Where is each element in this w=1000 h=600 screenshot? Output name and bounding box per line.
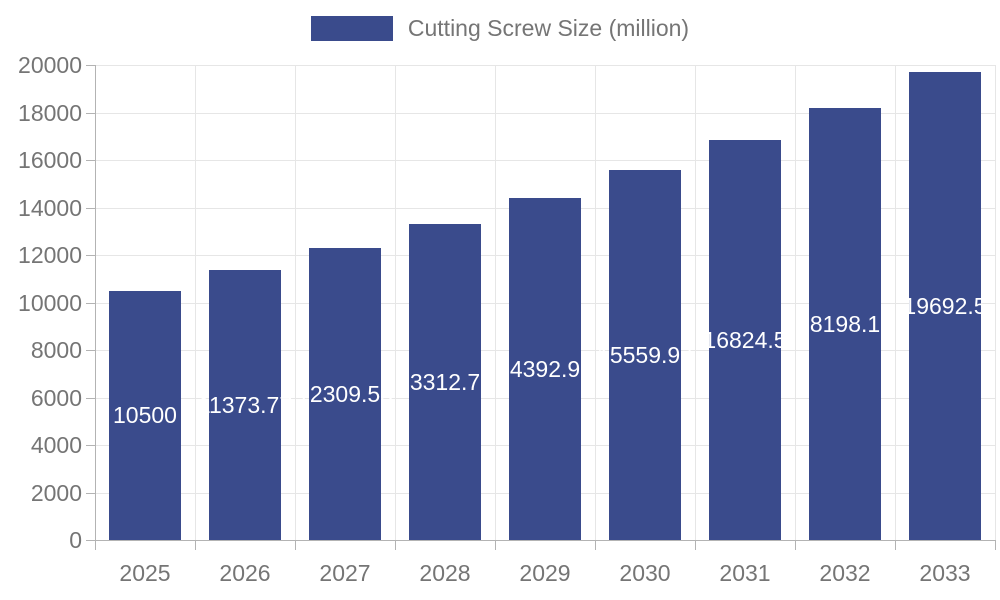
x-axis-label: 2029	[519, 560, 571, 586]
gridline-vertical	[995, 65, 996, 540]
x-axis-tick	[695, 540, 696, 550]
legend-swatch	[310, 16, 393, 41]
y-axis-tick	[86, 65, 95, 66]
x-axis-label: 2025	[119, 560, 171, 586]
gridline-vertical	[195, 65, 196, 540]
bar[interactable]	[509, 198, 581, 540]
y-axis-tick	[86, 112, 95, 114]
y-axis-tick	[86, 397, 95, 399]
bar[interactable]	[909, 72, 981, 540]
x-axis-label: 2027	[319, 560, 371, 586]
y-axis-label: 16000	[18, 147, 82, 173]
x-axis-label: 2026	[219, 560, 271, 586]
y-axis-label: 4000	[30, 432, 82, 458]
x-axis-tick	[895, 540, 896, 550]
x-axis-label: 2032	[819, 560, 871, 586]
y-axis-line	[95, 65, 96, 550]
y-axis-label: 18000	[18, 99, 82, 126]
gridline-vertical	[795, 65, 796, 540]
y-axis-label: 2000	[30, 479, 82, 506]
y-axis-label: 20000	[18, 52, 82, 78]
legend-label: Cutting Screw Size (million)	[407, 15, 690, 41]
y-axis-label: 0	[69, 527, 82, 553]
bar[interactable]	[809, 107, 881, 540]
gridline-vertical	[295, 65, 296, 540]
y-axis-label: 10000	[18, 289, 82, 316]
gridline-vertical	[395, 65, 396, 540]
y-axis-tick	[86, 350, 95, 351]
bar[interactable]	[209, 269, 281, 540]
x-axis-tick	[295, 540, 296, 550]
y-axis-label: 14000	[18, 194, 82, 221]
bar[interactable]	[609, 170, 681, 540]
legend[interactable]: Cutting Screw Size (million)	[0, 15, 1000, 42]
y-axis-label: 8000	[30, 337, 82, 363]
gridline-vertical	[595, 65, 596, 540]
bar[interactable]	[709, 140, 781, 540]
y-axis-tick	[86, 160, 95, 161]
y-axis-tick	[86, 445, 95, 446]
x-axis-label: 2030	[619, 560, 671, 586]
x-axis-tick	[595, 540, 596, 550]
gridline-horizontal	[95, 112, 995, 114]
y-axis-tick	[86, 492, 95, 494]
y-axis-tick	[86, 540, 95, 541]
y-axis-label: 6000	[30, 384, 82, 411]
y-axis-tick	[86, 255, 95, 256]
x-axis-label: 2031	[719, 560, 771, 586]
gridline-horizontal	[95, 65, 995, 66]
y-axis-label: 12000	[18, 242, 82, 268]
bar[interactable]	[409, 223, 481, 540]
x-axis-tick	[195, 540, 196, 550]
gridline-vertical	[895, 65, 896, 540]
gridline-vertical	[495, 65, 496, 540]
y-axis-tick	[86, 302, 95, 304]
y-axis-tick	[86, 207, 95, 209]
x-axis-tick	[795, 540, 796, 550]
x-axis-tick	[995, 540, 996, 550]
x-axis-tick	[395, 540, 396, 550]
x-axis-line	[95, 540, 995, 541]
bar[interactable]	[109, 290, 181, 540]
bar[interactable]	[309, 247, 381, 540]
gridline-horizontal	[95, 160, 995, 161]
x-axis-label: 2028	[419, 560, 471, 586]
x-axis-label: 2033	[919, 560, 971, 586]
gridline-vertical	[695, 65, 696, 540]
x-axis-tick	[495, 540, 496, 550]
